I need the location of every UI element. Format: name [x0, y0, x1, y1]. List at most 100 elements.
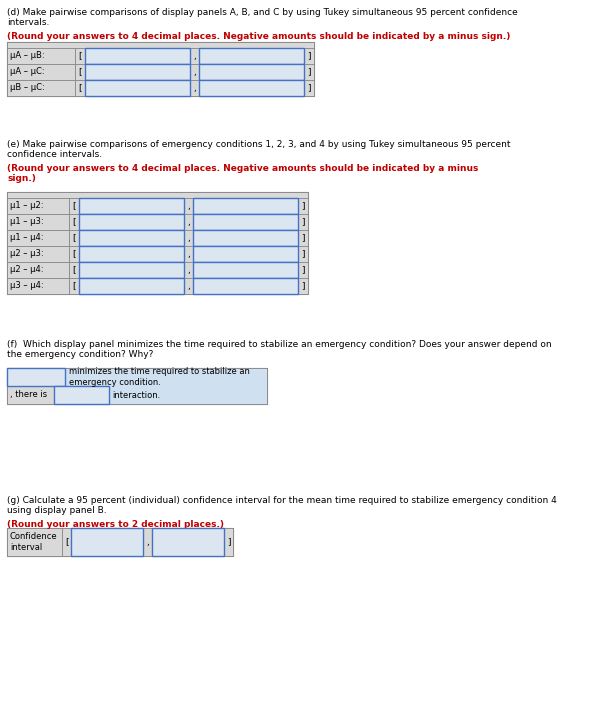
Text: μ2 – μ3:: μ2 – μ3: — [10, 250, 43, 259]
Bar — [7, 246, 69, 262]
Text: minimizes the time required to stabilize an
emergency condition.: minimizes the time required to stabilize… — [69, 367, 250, 386]
Text: μ1 – μ3:: μ1 – μ3: — [10, 218, 43, 226]
Text: ,: , — [193, 52, 196, 60]
Bar — [298, 230, 308, 246]
Text: [: [ — [72, 233, 76, 242]
Text: ]: ] — [307, 67, 310, 77]
Text: (Round your answers to 4 decimal places. Negative amounts should be indicated by: (Round your answers to 4 decimal places.… — [7, 164, 478, 184]
Bar — [7, 214, 69, 230]
Bar — [184, 230, 193, 246]
Bar — [7, 528, 62, 556]
Text: μ1 – μ4:: μ1 – μ4: — [10, 233, 43, 242]
Text: μB – μC:: μB – μC: — [10, 84, 45, 92]
Text: ]: ] — [301, 218, 305, 226]
Text: [: [ — [79, 84, 82, 92]
Text: [: [ — [72, 265, 76, 274]
Bar — [75, 80, 85, 96]
Text: μA – μC:: μA – μC: — [10, 67, 45, 77]
Text: [: [ — [79, 52, 82, 60]
Bar — [193, 278, 298, 294]
Bar — [7, 42, 314, 96]
Text: ,: , — [187, 281, 190, 291]
Bar — [54, 386, 109, 404]
Bar — [7, 528, 233, 556]
Bar — [7, 42, 314, 48]
Text: (d) Make pairwise comparisons of display panels A, B, and C by using Tukey simul: (d) Make pairwise comparisons of display… — [7, 8, 518, 28]
Bar — [298, 278, 308, 294]
Text: ,: , — [187, 265, 190, 274]
Bar — [199, 64, 304, 80]
Text: [: [ — [72, 218, 76, 226]
Bar — [69, 214, 79, 230]
Bar — [7, 368, 65, 386]
Bar — [69, 262, 79, 278]
Bar — [193, 214, 298, 230]
Bar — [184, 214, 193, 230]
Bar — [184, 198, 193, 214]
Bar — [7, 198, 69, 214]
Bar — [199, 80, 304, 96]
Bar — [79, 246, 184, 262]
Text: ]: ] — [301, 250, 305, 259]
Bar — [7, 262, 69, 278]
Text: interaction.: interaction. — [112, 391, 160, 399]
Bar — [65, 368, 267, 404]
Bar — [79, 278, 184, 294]
Bar — [184, 262, 193, 278]
Bar — [79, 198, 184, 214]
Text: ]: ] — [226, 537, 230, 547]
Bar — [193, 246, 298, 262]
Bar — [7, 64, 75, 80]
Bar — [7, 386, 65, 404]
Bar — [85, 48, 190, 64]
Bar — [224, 528, 233, 556]
Bar — [7, 368, 267, 404]
Bar — [79, 230, 184, 246]
Text: , there is: , there is — [10, 391, 47, 399]
Bar — [7, 80, 75, 96]
Text: (f)  Which display panel minimizes the time required to stabilize an emergency c: (f) Which display panel minimizes the ti… — [7, 340, 551, 359]
Bar — [193, 262, 298, 278]
Bar — [69, 198, 79, 214]
Text: μ1 – μ2:: μ1 – μ2: — [10, 201, 43, 211]
Text: [: [ — [79, 67, 82, 77]
Bar — [7, 48, 75, 64]
Text: [: [ — [72, 250, 76, 259]
Bar — [75, 48, 85, 64]
Text: ,: , — [187, 201, 190, 211]
Text: μ2 – μ4:: μ2 – μ4: — [10, 265, 43, 274]
Bar — [79, 214, 184, 230]
Bar — [7, 278, 69, 294]
Bar — [85, 64, 190, 80]
Bar — [298, 198, 308, 214]
Bar — [199, 48, 304, 64]
Text: [: [ — [72, 281, 76, 291]
Text: (e) Make pairwise comparisons of emergency conditions 1, 2, 3, and 4 by using Tu: (e) Make pairwise comparisons of emergen… — [7, 140, 510, 160]
Text: ]: ] — [307, 52, 310, 60]
Text: ,: , — [187, 233, 190, 242]
Text: Confidence
interval: Confidence interval — [10, 532, 57, 552]
Bar — [69, 230, 79, 246]
Bar — [304, 48, 314, 64]
Text: ,: , — [146, 537, 149, 547]
Bar — [143, 528, 152, 556]
Text: ]: ] — [301, 281, 305, 291]
Text: μA – μB:: μA – μB: — [10, 52, 45, 60]
Bar — [152, 528, 224, 556]
Text: (g) Calculate a 95 percent (individual) confidence interval for the mean time re: (g) Calculate a 95 percent (individual) … — [7, 496, 557, 515]
Bar — [298, 262, 308, 278]
Bar — [69, 278, 79, 294]
Bar — [190, 64, 199, 80]
Bar — [62, 528, 71, 556]
Text: ,: , — [193, 67, 196, 77]
Bar — [7, 192, 308, 294]
Text: ]: ] — [307, 84, 310, 92]
Bar — [193, 198, 298, 214]
Bar — [7, 230, 69, 246]
Text: ,: , — [187, 218, 190, 226]
Text: μ3 – μ4:: μ3 – μ4: — [10, 281, 43, 291]
Bar — [71, 528, 143, 556]
Bar — [298, 246, 308, 262]
Bar — [304, 80, 314, 96]
Text: [: [ — [72, 201, 76, 211]
